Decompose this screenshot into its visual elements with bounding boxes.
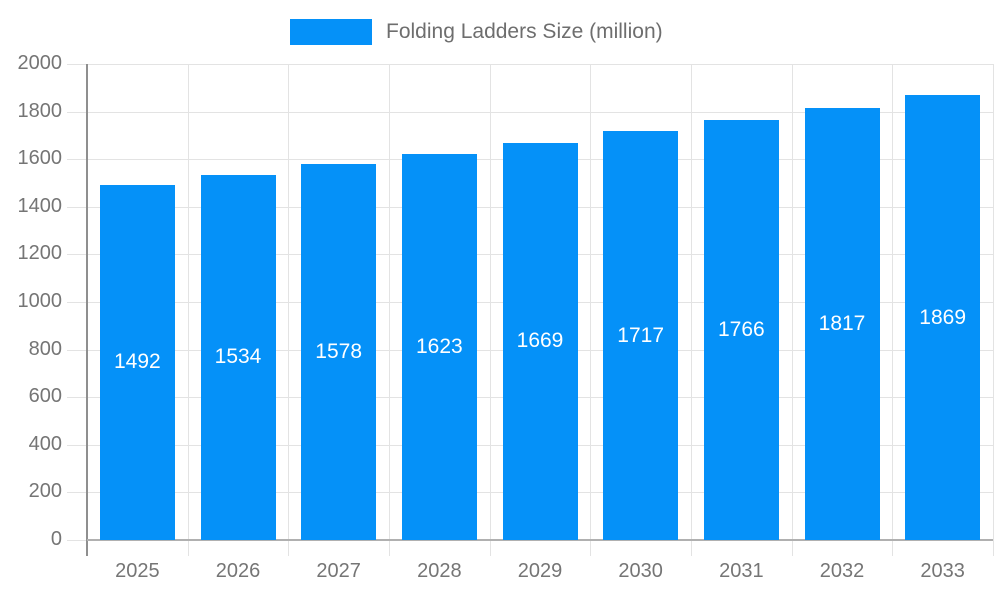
- bar-2031[interactable]: [703, 119, 779, 540]
- bar-2032[interactable]: [804, 107, 880, 540]
- x-axis-label: 2027: [316, 560, 361, 582]
- x-axis-label: 2033: [920, 560, 965, 582]
- y-axis-label: 2000: [17, 52, 63, 75]
- gridline-vertical: [791, 64, 793, 556]
- x-axis-label: 2028: [417, 560, 462, 582]
- bar-2027[interactable]: [301, 164, 377, 540]
- bar-value-label: 1623: [415, 334, 463, 358]
- bar-2030[interactable]: [603, 131, 679, 540]
- bar-2029[interactable]: [502, 142, 578, 540]
- y-axis-label: 0: [50, 528, 62, 551]
- legend-label: Folding Ladders Size (million): [386, 20, 663, 43]
- gridline-vertical: [489, 64, 491, 556]
- x-axis-label: 2031: [719, 560, 764, 582]
- gridline-horizontal: [87, 111, 993, 113]
- legend-color-swatch: [290, 19, 372, 45]
- x-axis-label: 2026: [215, 560, 261, 582]
- bar-value-label: 1669: [516, 329, 564, 353]
- y-axis-label: 800: [28, 337, 62, 360]
- y-axis-label: 1000: [17, 290, 63, 313]
- bar-value-label: 1817: [818, 311, 866, 335]
- y-tick-mark: [67, 444, 87, 446]
- bar-2033[interactable]: [905, 95, 981, 540]
- y-tick-mark: [67, 302, 87, 303]
- y-tick-mark: [67, 492, 87, 494]
- y-axis-label: 200: [28, 480, 62, 503]
- y-axis-label: 1400: [17, 194, 63, 217]
- gridline-vertical: [187, 64, 189, 556]
- gridline-vertical: [590, 64, 592, 556]
- x-axis-label: 2025: [115, 560, 160, 582]
- y-axis-label: 1200: [17, 242, 63, 265]
- legend-item[interactable]: Folding Ladders Size (million): [290, 19, 663, 45]
- y-tick-mark: [67, 254, 87, 256]
- y-tick-mark: [67, 206, 87, 208]
- gridline-vertical: [288, 64, 290, 556]
- y-axis-label: 400: [28, 432, 62, 455]
- gridline-horizontal: [87, 64, 993, 65]
- x-axis-label: 2030: [618, 560, 663, 582]
- y-axis-line: [86, 64, 88, 556]
- y-axis-label: 1600: [17, 147, 63, 170]
- y-tick-mark: [67, 540, 87, 541]
- bar-value-label: 1717: [617, 323, 665, 347]
- bar-value-label: 1492: [113, 350, 161, 374]
- gridline-vertical: [892, 64, 894, 556]
- bar-2026[interactable]: [200, 174, 276, 540]
- bar-value-label: 1534: [214, 345, 262, 369]
- bar-2028[interactable]: [401, 153, 477, 540]
- y-axis-label: 1800: [17, 99, 63, 122]
- y-axis-label: 600: [28, 385, 62, 408]
- x-axis-label: 2032: [819, 560, 865, 582]
- gridline-vertical: [993, 64, 994, 556]
- bar-value-label: 1766: [717, 317, 765, 341]
- gridline-vertical: [691, 64, 692, 556]
- x-axis-label: 2029: [517, 560, 563, 582]
- y-tick-mark: [67, 64, 87, 65]
- y-tick-mark: [67, 397, 87, 399]
- x-axis-line: [87, 539, 993, 541]
- y-tick-mark: [67, 159, 87, 161]
- bar-value-label: 1869: [919, 305, 967, 329]
- bar-2025[interactable]: [99, 184, 175, 540]
- y-tick-mark: [67, 349, 87, 351]
- y-tick-mark: [67, 111, 87, 113]
- gridline-vertical: [389, 64, 390, 556]
- bar-value-label: 1578: [315, 340, 363, 364]
